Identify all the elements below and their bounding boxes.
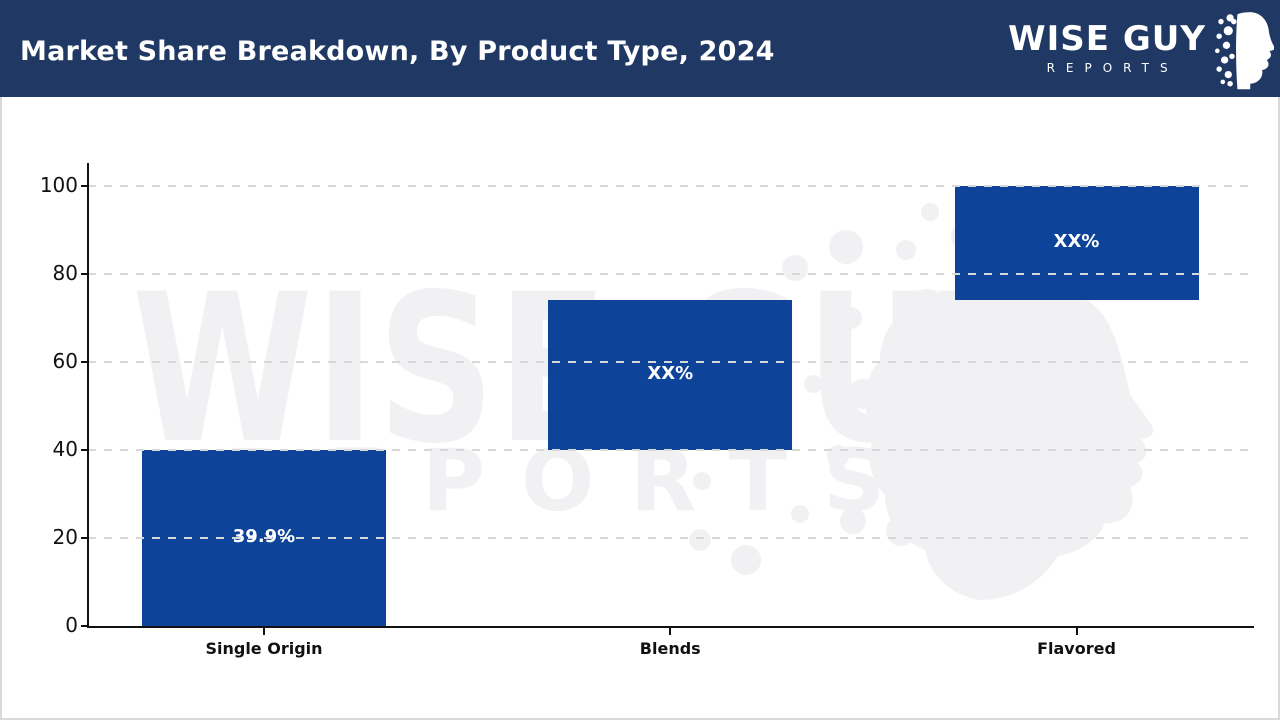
brand-tagline: REPORTS [1046,61,1179,75]
x-category-label: Single Origin [205,639,323,658]
x-axis-line [87,626,1254,628]
bar-blends [548,300,793,451]
bar-value-label: XX% [1053,231,1100,253]
y-tick-label-60: 60 [52,349,78,373]
x-tick-0 [263,628,265,635]
y-axis-line [87,163,89,628]
y-tick-80 [81,273,88,275]
brand-logo: WISE GUY REPORTS [1008,0,1274,97]
y-tick-0 [81,625,88,627]
x-tick-1 [669,628,672,635]
x-category-label: Blends [639,639,701,658]
y-tick-60 [81,361,88,363]
brand-face-icon [1215,11,1274,89]
gridline-20 [88,537,1253,539]
bar-value-label: 39.9% [232,526,296,548]
gridline-100 [88,185,1253,187]
brand-name: WISE GUY [1008,19,1206,59]
x-category-label: Flavored [1037,639,1116,658]
watermark-head-profile [864,289,1154,600]
y-tick-label-40: 40 [52,437,78,461]
bar-value-label: XX% [647,363,694,385]
gridline-80 [88,273,1253,275]
y-tick-label-20: 20 [52,525,78,549]
page-title: Market Share Breakdown, By Product Type,… [20,36,775,67]
gridline-60 [88,361,1253,363]
y-tick-20 [81,537,88,539]
brand-logo-text: WISE GUY REPORTS [1008,22,1206,75]
y-tick-40 [81,449,88,451]
y-tick-label-100: 100 [39,173,78,197]
header-bar: Market Share Breakdown, By Product Type,… [0,0,1280,97]
x-tick-2 [1075,628,1078,635]
y-tick-100 [81,185,88,187]
y-tick-label-0: 0 [65,613,78,637]
gridline-40 [88,449,1253,451]
y-tick-label-80: 80 [52,261,78,285]
